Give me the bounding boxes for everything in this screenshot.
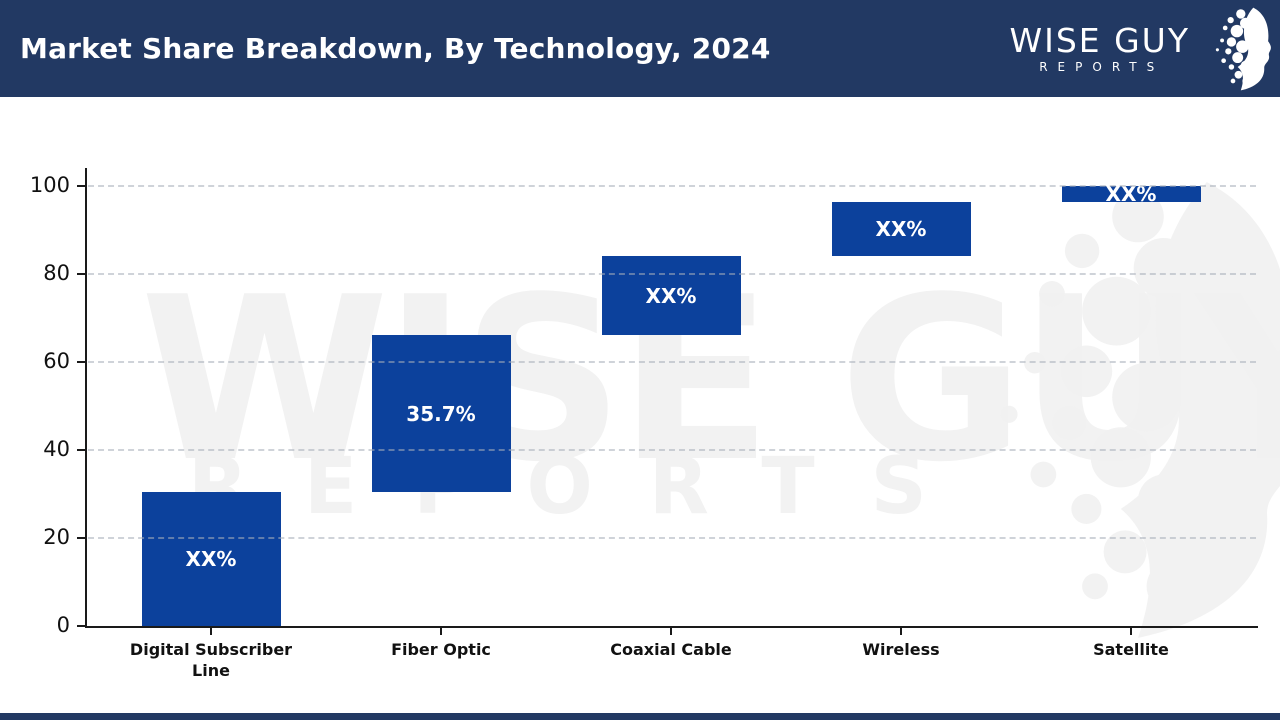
- y-axis-tick-label: 40: [43, 437, 70, 461]
- category-label: Coaxial Cable: [610, 640, 732, 659]
- footer-bar: [0, 713, 1280, 720]
- y-axis-tick: [77, 537, 85, 539]
- x-axis-tick: [900, 628, 902, 635]
- gridline: [88, 361, 1256, 363]
- gridline: [88, 185, 1256, 187]
- x-axis-tick: [670, 628, 672, 635]
- category-label: Wireless: [862, 640, 940, 659]
- bar-segment: XX%: [831, 201, 971, 257]
- bar-segment: XX%: [141, 492, 281, 626]
- logo-wordmark: WISE GUY: [1009, 20, 1190, 60]
- watermark-head-icon: [1000, 182, 1280, 638]
- y-axis-tick: [77, 449, 85, 451]
- bar-value-label: XX%: [185, 547, 237, 572]
- y-axis-tick-label: 20: [43, 525, 70, 549]
- logo-text: WISE GUY REPORTS: [1009, 24, 1190, 74]
- page-title: Market Share Breakdown, By Technology, 2…: [20, 32, 771, 65]
- y-axis-tick-label: 80: [43, 261, 70, 285]
- y-axis-tick: [77, 625, 85, 627]
- gridline: [88, 449, 1256, 451]
- y-axis-tick: [77, 361, 85, 363]
- y-axis-tick-label: 100: [29, 173, 70, 197]
- bar-value-label: XX%: [875, 217, 927, 242]
- bar-segment: 35.7%: [371, 335, 511, 493]
- category-label: Digital Subscriber Line: [129, 640, 293, 680]
- logo-subtitle: REPORTS: [1039, 59, 1165, 74]
- y-axis-tick: [77, 185, 85, 187]
- x-axis-tick: [440, 628, 442, 635]
- gridline: [88, 537, 1256, 539]
- bar-value-label: XX%: [645, 283, 697, 308]
- y-axis-tick-label: 60: [43, 349, 70, 373]
- gridline: [88, 273, 1256, 275]
- bar-segment: XX%: [601, 256, 741, 336]
- x-axis-line: [85, 626, 1258, 628]
- x-axis-tick: [1130, 628, 1132, 635]
- header: Market Share Breakdown, By Technology, 2…: [0, 0, 1280, 97]
- wiseguy-logo: WISE GUY REPORTS: [1009, 0, 1272, 97]
- x-axis-tick: [210, 628, 212, 635]
- y-axis-tick-label: 0: [56, 613, 70, 637]
- y-axis-tick: [77, 273, 85, 275]
- watermark-reports: REPORTS: [188, 442, 983, 532]
- wiseguy-head-icon: [1215, 7, 1271, 90]
- bar-value-label: 35.7%: [406, 401, 476, 426]
- y-axis-line: [85, 168, 87, 628]
- category-label: Satellite: [1093, 640, 1169, 659]
- bar-segment: XX%: [1061, 182, 1201, 206]
- category-label: Fiber Optic: [391, 640, 491, 659]
